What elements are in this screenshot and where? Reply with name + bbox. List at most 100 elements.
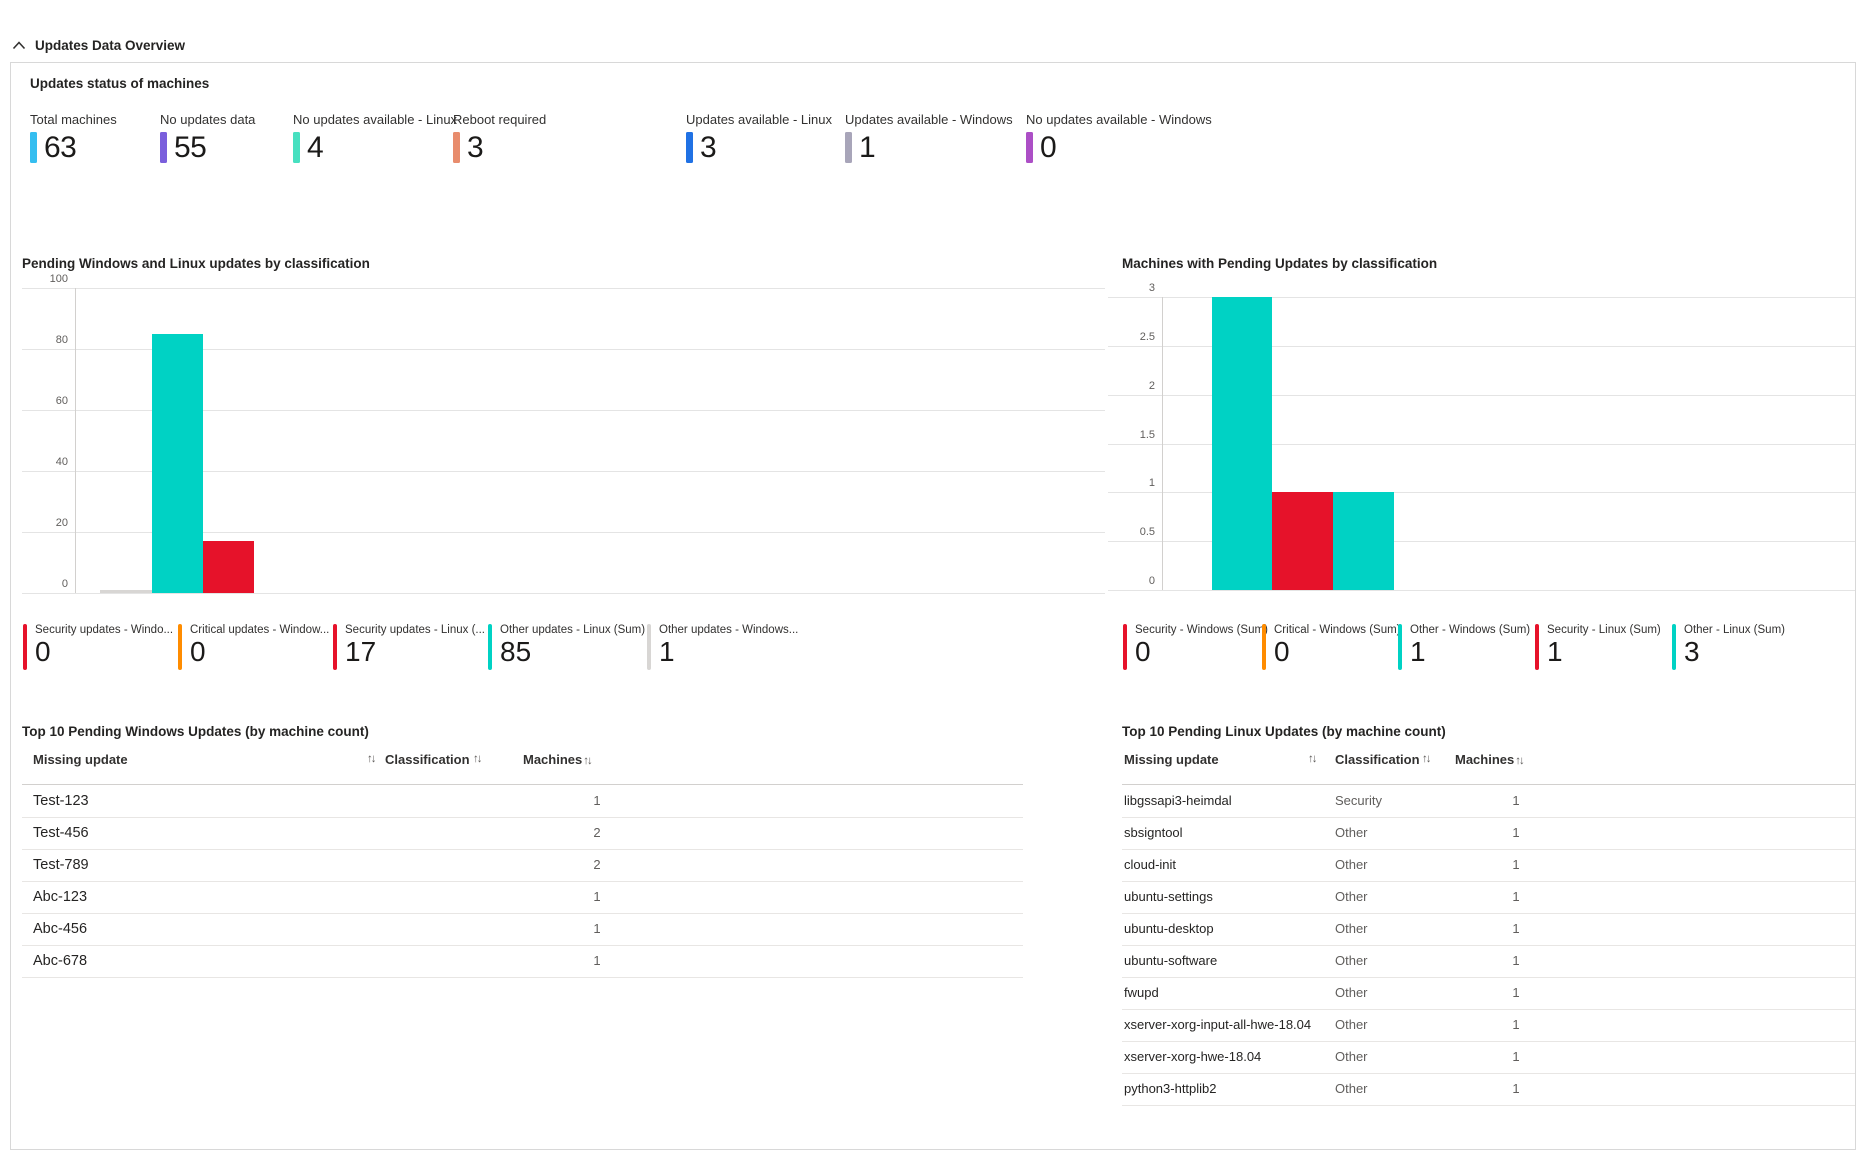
machines-count-cell: 1 — [1512, 825, 1520, 840]
column-header-machines[interactable]: Machines↑↓ — [523, 752, 593, 767]
missing-update-cell: Abc-456 — [33, 921, 88, 937]
status-tile-no-updates-data[interactable]: No updates data 55 — [160, 112, 255, 163]
column-header-machines[interactable]: Machines↑↓ — [1455, 752, 1525, 767]
legend-tile-other-updates-windows[interactable]: Other updates - Windows... 1 — [647, 624, 798, 670]
status-tile-updates-available-linux[interactable]: Updates available - Linux 3 — [686, 112, 832, 163]
y-axis-tick-label: 2 — [1148, 379, 1155, 392]
status-tile-value: 63 — [44, 131, 77, 164]
sort-icon[interactable]: ↑↓ — [473, 753, 482, 765]
missing-update-cell: ubuntu-settings — [1124, 889, 1213, 904]
sort-icon[interactable]: ↑↓ — [367, 753, 376, 765]
column-header-machines-label: Machines — [523, 752, 583, 767]
legend-tile-other-updates-linux-sum[interactable]: Other updates - Linux (Sum) 85 — [488, 624, 645, 670]
legend-value: 85 — [500, 636, 532, 667]
legend-tile-security-updates-linux[interactable]: Security updates - Linux (... 17 — [333, 624, 485, 670]
legend-label: Critical - Windows (Sum) — [1274, 624, 1401, 636]
column-header-classification[interactable]: Classification — [385, 752, 470, 767]
table-row: fwupd Other 1 — [1122, 977, 1855, 1010]
legend-tile-critical-windows-sum[interactable]: Critical - Windows (Sum) 0 — [1262, 624, 1401, 670]
legend-color-bar — [178, 624, 182, 670]
status-tile-color-bar — [160, 132, 167, 163]
status-tile-color-bar — [30, 132, 37, 163]
status-tile-label: No updates available - Windows — [1026, 112, 1212, 127]
legend-label: Other updates - Windows... — [659, 624, 799, 636]
legend-color-bar — [647, 624, 651, 670]
table-row: Abc-678 1 — [22, 945, 1023, 978]
legend-label: Security updates - Linux (... — [345, 624, 485, 636]
gridline — [1108, 345, 1855, 347]
missing-update-cell: xserver-xorg-hwe-18.04 — [1124, 1049, 1262, 1064]
status-tile-value: 55 — [174, 131, 207, 164]
legend-text-block: Security updates - Linux (... 17 — [345, 624, 485, 670]
legend-value: 0 — [1135, 636, 1151, 667]
y-axis-tick-label: 0 — [61, 578, 68, 590]
machines-count-cell: 1 — [1512, 1017, 1520, 1032]
status-tile-value: 4 — [307, 131, 324, 164]
table-row: cloud-init Other 1 — [1122, 849, 1855, 882]
legend-tile-security-windows-sum[interactable]: Security - Windows (Sum) 0 — [1123, 624, 1268, 670]
missing-update-cell: xserver-xorg-input-all-hwe-18.04 — [1124, 1017, 1312, 1032]
column-header-missing-update[interactable]: Missing update — [1124, 752, 1219, 767]
status-tile-label: Total machines — [30, 112, 117, 127]
machines-count-cell: 1 — [593, 921, 601, 936]
sort-icon[interactable]: ↑↓ — [1308, 753, 1317, 765]
machines-count-cell: 1 — [1512, 1081, 1520, 1096]
sort-icon[interactable]: ↑↓ — [1515, 755, 1524, 767]
y-axis-tick-label: 2.5 — [1139, 330, 1155, 343]
sort-icon[interactable]: ↑↓ — [1422, 753, 1431, 765]
legend-tile-other-windows-sum[interactable]: Other - Windows (Sum) 1 — [1398, 624, 1530, 670]
bar-other-updates-windows — [100, 589, 152, 593]
y-axis-tick-label: 100 — [49, 273, 68, 285]
legend-value: 1 — [1547, 636, 1563, 667]
classification-cell: Other — [1335, 1017, 1368, 1032]
legend-tile-security-linux-sum[interactable]: Security - Linux (Sum) 1 — [1535, 624, 1661, 670]
status-tile-label: Reboot required — [453, 112, 547, 127]
table-row: Test-123 1 — [22, 785, 1023, 818]
legend-color-bar — [1535, 624, 1539, 670]
status-tile-color-bar — [686, 132, 693, 163]
column-header-machines-label: Machines — [1455, 752, 1515, 767]
status-tile-value-row: 3 — [453, 132, 546, 163]
column-header-classification[interactable]: Classification — [1335, 752, 1420, 767]
status-tile-updates-available-windows[interactable]: Updates available - Windows 1 — [845, 112, 1013, 163]
gridline — [1108, 297, 1855, 298]
legend-text-block: Other - Windows (Sum) 1 — [1410, 624, 1530, 670]
sort-icon[interactable]: ↑↓ — [583, 755, 592, 767]
status-tile-no-updates-available-linux[interactable]: No updates available - Linux 4 — [293, 112, 457, 163]
missing-update-cell: ubuntu-desktop — [1124, 921, 1214, 936]
machines-count-cell: 1 — [1512, 1049, 1520, 1064]
legend-color-bar — [1672, 624, 1676, 670]
legend-tile-other-linux-sum[interactable]: Other - Linux (Sum) 3 — [1672, 624, 1785, 670]
legend-color-bar — [23, 624, 27, 670]
chevron-up-icon[interactable] — [12, 41, 26, 50]
legend-value: 1 — [659, 636, 675, 667]
gridline — [22, 349, 1105, 350]
legend-label: Other - Linux (Sum) — [1684, 624, 1785, 636]
gridline — [22, 593, 1105, 594]
status-tile-no-updates-available-windows[interactable]: No updates available - Windows 0 — [1026, 112, 1212, 163]
legend-tile-critical-updates-window[interactable]: Critical updates - Window... 0 — [178, 624, 329, 670]
missing-update-cell: Test-456 — [33, 825, 89, 841]
machines-count-cell: 1 — [1512, 889, 1520, 904]
legend-text-block: Other updates - Linux (Sum) 85 — [500, 624, 645, 670]
status-tile-total-machines[interactable]: Total machines 63 — [30, 112, 117, 163]
legend-tile-security-updates-windo[interactable]: Security updates - Windo... 0 — [23, 624, 173, 670]
status-tile-color-bar — [293, 132, 300, 163]
table-row: python3-httplib2 Other 1 — [1122, 1073, 1855, 1106]
legend-color-bar — [1123, 624, 1127, 670]
status-tile-label: No updates available - Linux — [293, 112, 458, 127]
status-tile-label: No updates data — [160, 112, 256, 127]
missing-update-cell: libgssapi3-heimdal — [1124, 793, 1232, 808]
y-axis-tick-label: 20 — [55, 517, 68, 529]
status-tile-reboot-required[interactable]: Reboot required 3 — [453, 112, 546, 163]
table-row: Abc-123 1 — [22, 881, 1023, 914]
status-tile-value: 0 — [1040, 131, 1057, 164]
y-axis-tick-label: 0 — [1148, 575, 1155, 587]
section-collapse-header[interactable]: Updates Data Overview — [12, 38, 185, 53]
gridline — [1108, 590, 1855, 591]
machines-count-cell: 1 — [593, 793, 601, 808]
classification-cell: Other — [1335, 825, 1368, 840]
status-tile-value-row: 3 — [686, 132, 832, 163]
machines-count-cell: 2 — [593, 825, 601, 840]
column-header-missing-update[interactable]: Missing update — [33, 752, 128, 767]
